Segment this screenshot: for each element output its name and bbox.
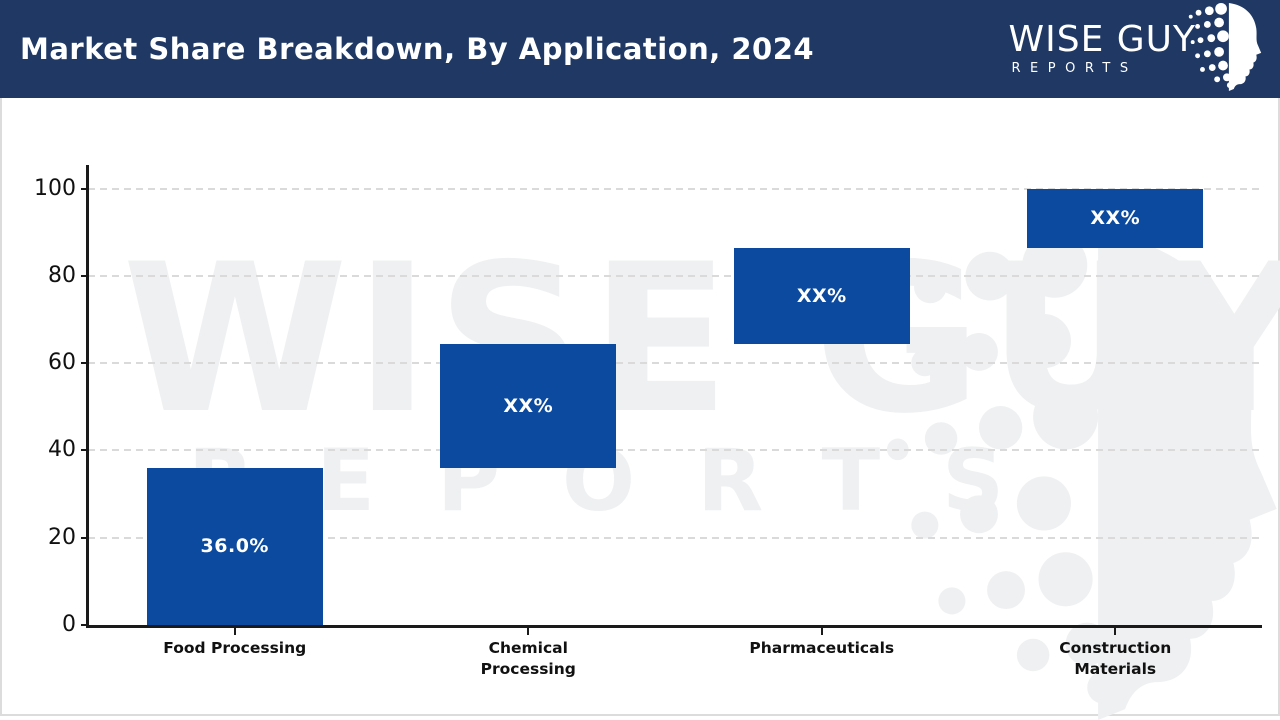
y-tick-label: 0 xyxy=(62,612,76,637)
bar-segment: XX% xyxy=(440,343,617,468)
bar-value-label: XX% xyxy=(503,394,554,417)
logo-text: WISE GUY REPORTS xyxy=(1008,19,1197,77)
wiseguy-logo: WISE GUY REPORTS xyxy=(1008,2,1280,91)
logo-subtitle: REPORTS xyxy=(1011,61,1138,76)
y-tick-mark xyxy=(81,187,88,190)
gridline xyxy=(88,536,1262,539)
x-tick-label: Chemical Processing xyxy=(480,639,576,678)
x-tick-mark xyxy=(1114,628,1117,635)
logo-wordmark: WISE GUY xyxy=(1008,19,1196,60)
gridline xyxy=(88,449,1262,452)
x-tick-mark xyxy=(527,628,530,635)
wiseguy-head-icon xyxy=(1188,2,1262,91)
x-tick-mark xyxy=(233,628,236,635)
y-tick-mark xyxy=(81,624,88,626)
x-tick-label: Food Processing xyxy=(163,639,307,657)
y-tick-label: 100 xyxy=(34,175,76,201)
y-tick-label: 20 xyxy=(48,524,76,550)
y-tick-mark xyxy=(81,449,88,452)
y-tick-mark xyxy=(81,362,88,365)
y-tick-mark xyxy=(81,536,88,539)
gridline xyxy=(88,187,1262,190)
bar-segment: 36.0% xyxy=(146,467,323,625)
y-tick-label: 40 xyxy=(48,437,76,463)
y-tick-mark xyxy=(81,274,88,277)
gridline xyxy=(88,362,1262,365)
x-tick-label: Pharmaceuticals xyxy=(749,639,895,657)
y-tick-label: 60 xyxy=(48,350,76,376)
y-tick-label: 80 xyxy=(48,262,76,288)
page-title: Market Share Breakdown, By Application, … xyxy=(20,32,815,66)
x-axis-line xyxy=(86,625,1262,628)
header-band: Market Share Breakdown, By Application, … xyxy=(0,0,1280,98)
x-tick-mark xyxy=(820,628,823,635)
bar-value-label: XX% xyxy=(1090,207,1141,230)
x-tick-label: Construction Materials xyxy=(1059,639,1172,678)
y-axis-line xyxy=(86,165,89,628)
watermark-head-icon xyxy=(876,232,1277,720)
bar-segment: XX% xyxy=(733,247,910,344)
bar-value-label: XX% xyxy=(796,284,847,307)
bar-value-label: 36.0% xyxy=(200,535,269,558)
gridline xyxy=(88,274,1262,277)
bar-segment: XX% xyxy=(1027,188,1204,248)
